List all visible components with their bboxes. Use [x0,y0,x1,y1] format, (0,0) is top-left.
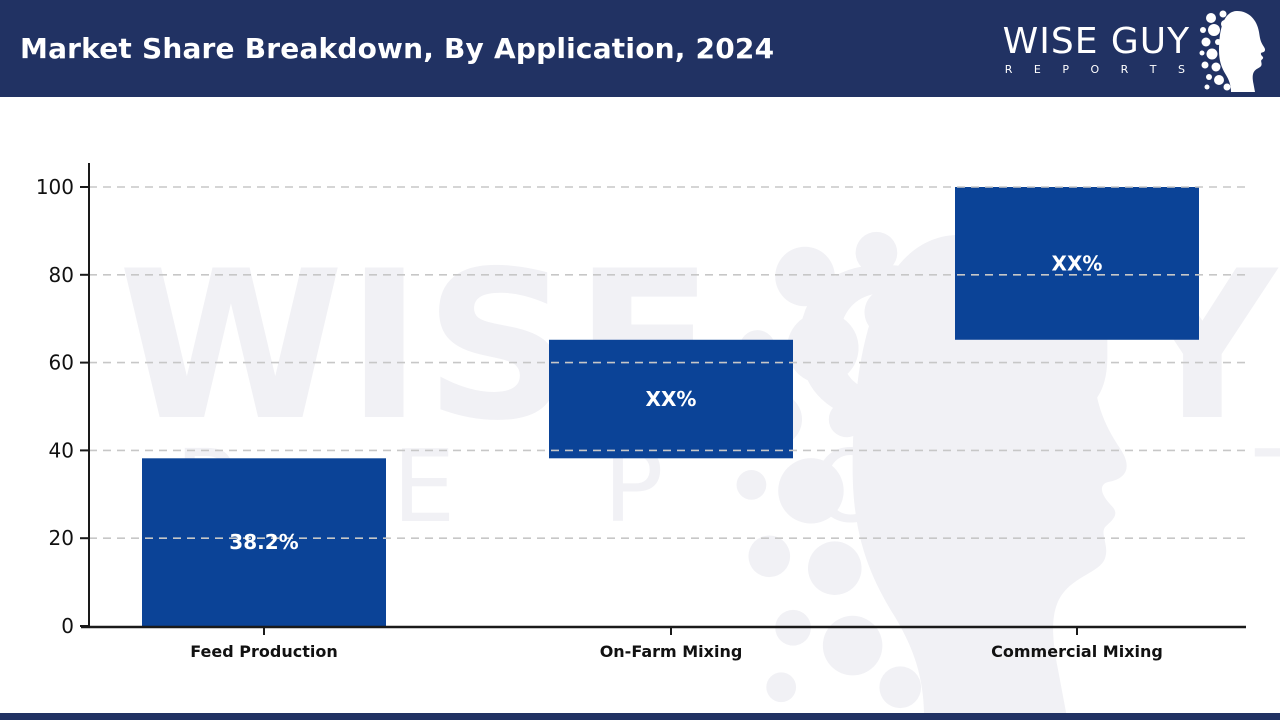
bar-value-label: XX% [1052,251,1103,275]
page-title: Market Share Breakdown, By Application, … [20,32,775,65]
y-tick-label: 60 [49,351,74,375]
brand-logo-text: WISE GUY R E P O R T S [999,21,1194,77]
x-category-label: Commercial Mixing [991,642,1163,661]
bar-value-label: XX% [646,387,697,411]
y-tick-label: 100 [36,175,74,199]
x-category-label: On-Farm Mixing [600,642,743,661]
x-category-label: Feed Production [190,642,337,661]
bar-segment [142,458,386,626]
y-tick-label: 40 [49,438,74,462]
brand-subtitle: R E P O R T S [1004,63,1194,76]
footer-bar [0,713,1280,720]
y-tick-label: 0 [61,614,74,638]
bar-value-label: 38.2% [229,530,298,554]
y-tick-label: 20 [49,526,74,550]
brand-name: WISE GUY [1002,21,1191,62]
y-tick-label: 80 [49,263,74,287]
brand-face-icon [1199,10,1266,92]
brand-logo: WISE GUY R E P O R T S [999,6,1268,94]
header-bar: Market Share Breakdown, By Application, … [0,0,1280,97]
